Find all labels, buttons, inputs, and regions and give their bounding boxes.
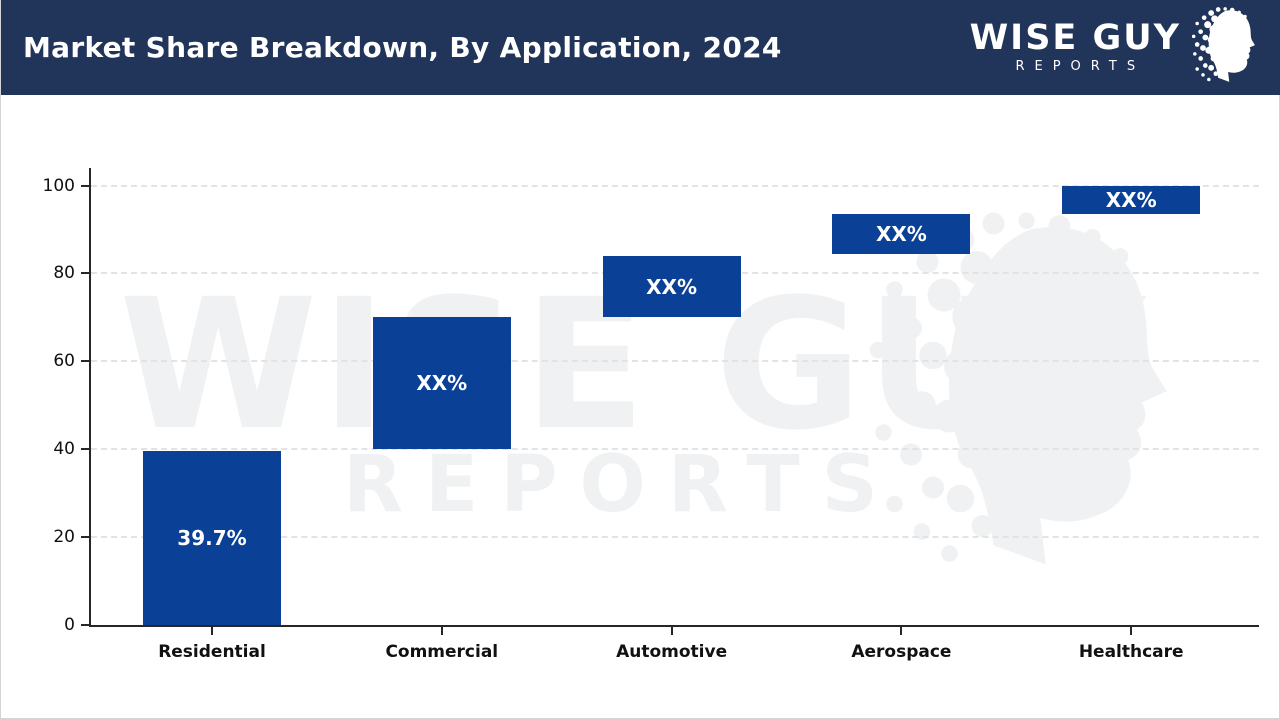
bar-value-label: XX% [416, 371, 468, 396]
y-tick-label: 20 [53, 527, 75, 548]
y-axis-tick [81, 448, 89, 451]
gridline-y-40 [91, 448, 1259, 451]
x-axis-tick [440, 627, 443, 635]
x-axis-label: Commercial [385, 642, 499, 662]
bar-residential [143, 450, 281, 625]
wiseguy-logo: WISE GUY REPORTS [969, 6, 1259, 89]
y-tick-label: 40 [53, 439, 75, 460]
y-axis-tick [81, 184, 89, 187]
y-tick-label: 80 [53, 263, 75, 284]
logo-text: WISE GUY REPORTS [969, 18, 1181, 75]
bar-automotive [602, 255, 741, 318]
bar-value-label: XX% [1105, 187, 1157, 212]
logo-face-icon [1191, 6, 1255, 82]
y-axis-tick [81, 536, 89, 539]
bar-value-label: XX% [646, 274, 698, 299]
gridline-y-60 [91, 360, 1259, 363]
y-axis-line [89, 168, 91, 627]
x-axis-tick [670, 627, 673, 635]
bar-healthcare [1062, 185, 1201, 215]
x-axis-tick [211, 627, 213, 635]
y-tick-label: 100 [42, 175, 75, 196]
x-axis-label: Healthcare [1078, 642, 1184, 662]
x-axis-label: Automotive [616, 642, 728, 662]
x-axis-label: Aerospace [851, 642, 952, 662]
x-axis-tick [1130, 627, 1133, 635]
x-axis-line [89, 625, 1259, 627]
header: Market Share Breakdown, By Application, … [1, 0, 1280, 95]
gridline-y-20 [91, 536, 1259, 539]
y-axis-tick [81, 360, 89, 363]
page-title: Market Share Breakdown, By Application, … [23, 31, 782, 64]
x-axis-tick [900, 627, 903, 635]
bar-value-label: 39.7% [177, 525, 247, 550]
logo-wordmark: WISE GUY [969, 18, 1181, 58]
y-tick-label: 0 [64, 615, 75, 635]
y-tick-label: 60 [53, 351, 75, 372]
gridline-y-100 [91, 184, 1259, 187]
x-axis-label: Residential [158, 642, 266, 662]
bar-commercial [372, 317, 511, 450]
bar-value-label: XX% [875, 221, 927, 246]
y-axis-tick [81, 272, 89, 275]
y-axis-tick [81, 624, 89, 626]
logo-subtext: REPORTS [1015, 59, 1146, 74]
